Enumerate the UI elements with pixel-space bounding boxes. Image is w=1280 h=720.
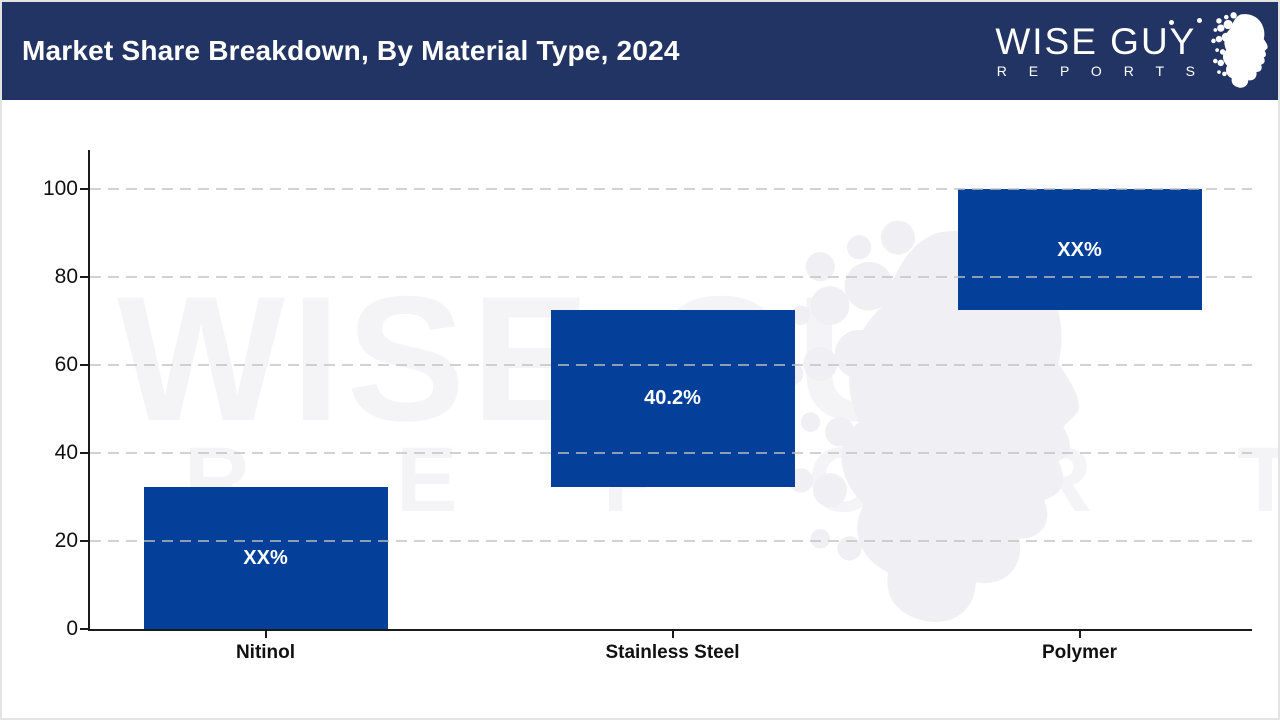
x-tick-label: Stainless Steel: [605, 642, 740, 663]
logo-wordmark: WISE GUY R E P O R T S: [988, 23, 1204, 79]
y-tick-label: 80: [54, 265, 78, 288]
bar: [550, 310, 795, 487]
y-tick-label: 100: [42, 177, 78, 200]
y-tick-mark: [80, 276, 88, 278]
page-title: Market Share Breakdown, By Material Type…: [22, 35, 680, 66]
gridline: [90, 188, 1252, 190]
logo-head-icon: [1211, 12, 1268, 88]
logo-word: WISE GUY: [995, 21, 1197, 62]
wiseguy-logo: WISE GUY R E P O R T S: [988, 8, 1272, 94]
x-tick-mark: [671, 631, 674, 638]
logo-dot-icon: [1169, 20, 1174, 25]
y-tick-label: 60: [54, 353, 78, 376]
gridline: [90, 276, 1252, 278]
logo-subtext: R E P O R T S: [996, 63, 1204, 79]
y-tick-mark: [80, 628, 88, 630]
header: Market Share Breakdown, By Material Type…: [2, 2, 1278, 100]
x-tick-label: Polymer: [1042, 642, 1117, 663]
y-tick-label: 40: [54, 441, 78, 464]
y-tick-mark: [80, 188, 88, 190]
y-tick-mark: [80, 540, 88, 542]
gridline: [90, 364, 1252, 366]
bar-value-label: XX%: [243, 546, 288, 569]
y-tick-mark: [80, 364, 88, 366]
y-tick-label: 0: [66, 617, 78, 640]
gridline: [90, 540, 1252, 542]
bar: [957, 189, 1202, 310]
bar-value-label: XX%: [1057, 238, 1102, 261]
y-axis-spine: [88, 150, 90, 631]
bar: [143, 486, 388, 629]
logo-dot-icon: [1197, 18, 1202, 23]
watermark-head-icon: [779, 220, 1079, 623]
bar-value-label: 40.2%: [644, 387, 701, 410]
y-tick-mark: [80, 452, 88, 454]
x-tick-mark: [264, 631, 267, 638]
y-tick-label: 20: [54, 529, 78, 552]
x-tick-mark: [1078, 631, 1081, 638]
x-tick-label: Nitinol: [235, 642, 296, 663]
gridline: [90, 452, 1252, 454]
x-axis-spine: [88, 629, 1252, 631]
